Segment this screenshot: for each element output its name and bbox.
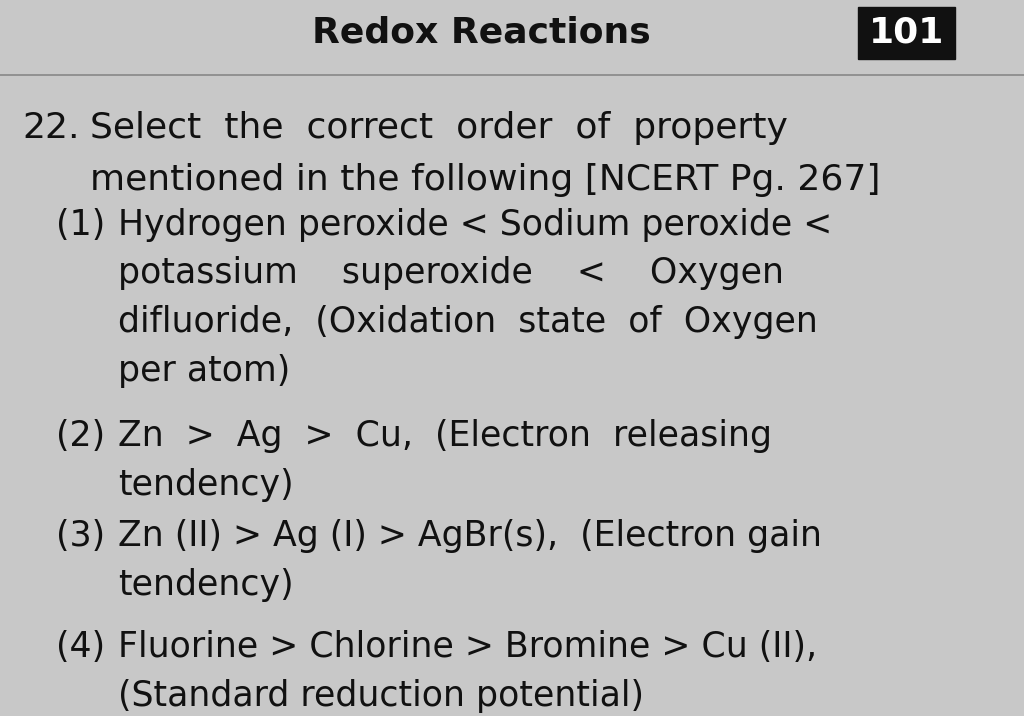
Text: (Standard reduction potential): (Standard reduction potential) xyxy=(118,679,644,712)
Text: per atom): per atom) xyxy=(118,354,290,387)
Text: Fluorine > Chlorine > Bromine > Cu (II),: Fluorine > Chlorine > Bromine > Cu (II), xyxy=(118,630,817,664)
Text: 101: 101 xyxy=(869,16,944,50)
Text: Redox Reactions: Redox Reactions xyxy=(312,15,650,49)
Text: Zn (II) > Ag (I) > AgBr(s),  (Electron gain: Zn (II) > Ag (I) > AgBr(s), (Electron ga… xyxy=(118,519,821,553)
Text: (1): (1) xyxy=(56,208,105,241)
Text: (4): (4) xyxy=(56,630,105,664)
Text: (3): (3) xyxy=(56,519,105,553)
Text: (2): (2) xyxy=(56,419,105,453)
Text: mentioned in the following [NCERT Pg. 267]: mentioned in the following [NCERT Pg. 26… xyxy=(90,163,881,196)
Text: tendency): tendency) xyxy=(118,568,294,601)
Text: Zn  >  Ag  >  Cu,  (Electron  releasing: Zn > Ag > Cu, (Electron releasing xyxy=(118,419,772,453)
Text: difluoride,  (Oxidation  state  of  Oxygen: difluoride, (Oxidation state of Oxygen xyxy=(118,305,817,339)
Text: Select  the  correct  order  of  property: Select the correct order of property xyxy=(90,111,788,145)
FancyBboxPatch shape xyxy=(858,7,955,59)
Text: tendency): tendency) xyxy=(118,468,294,501)
Text: Hydrogen peroxide < Sodium peroxide <: Hydrogen peroxide < Sodium peroxide < xyxy=(118,208,833,241)
Text: potassium    superoxide    <    Oxygen: potassium superoxide < Oxygen xyxy=(118,256,783,290)
Text: 22.: 22. xyxy=(23,111,80,145)
